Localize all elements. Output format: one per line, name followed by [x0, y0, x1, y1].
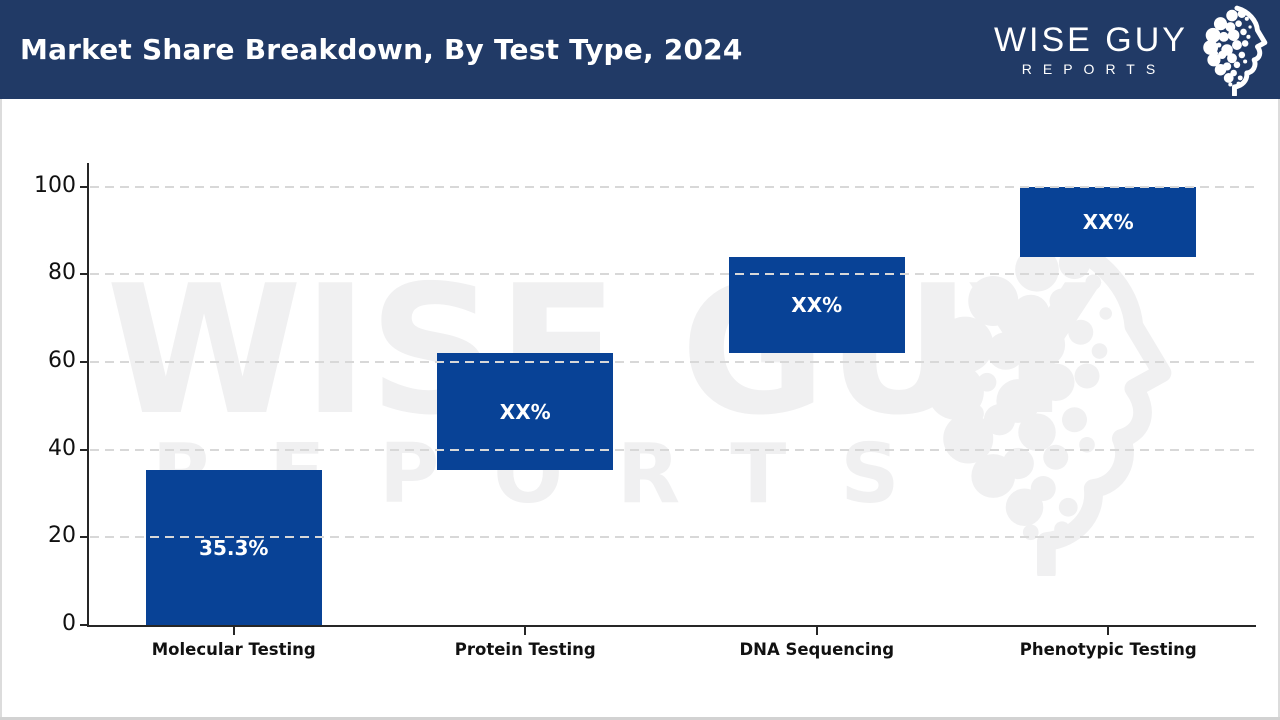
brand-name: WISE GUY: [993, 21, 1188, 59]
x-tick-mark: [232, 627, 235, 635]
bar-value-label: 35.3%: [199, 535, 269, 560]
page-title: Market Share Breakdown, By Test Type, 20…: [20, 33, 743, 66]
y-tick-mark: [80, 624, 88, 626]
y-tick-label: 40: [48, 435, 76, 461]
y-tick-mark: [80, 448, 88, 451]
head-profile-icon: [1190, 4, 1274, 96]
x-tick-mark: [524, 627, 527, 635]
gridline: [90, 448, 1254, 451]
y-tick-label: 100: [34, 172, 76, 198]
bar: [728, 256, 905, 354]
page-border-bottom: [0, 717, 1280, 720]
bar: [1020, 186, 1197, 257]
header-bar: Market Share Breakdown, By Test Type, 20…: [0, 0, 1280, 99]
y-tick-label: 80: [48, 260, 76, 286]
bar-value-label: XX%: [791, 292, 843, 317]
brand-tagline: REPORTS: [1021, 61, 1167, 77]
bar-value-label: XX%: [499, 399, 551, 424]
page-border-left: [0, 99, 2, 717]
gridline: [90, 536, 1254, 539]
gridline: [90, 273, 1254, 276]
y-tick-mark: [80, 536, 88, 539]
x-axis-label: Molecular Testing: [151, 640, 316, 659]
gridline: [90, 185, 1254, 188]
y-tick-mark: [80, 185, 88, 188]
page-border-right: [1278, 99, 1280, 717]
x-axis-label: Phenotypic Testing: [1019, 640, 1197, 659]
y-tick-label: 60: [48, 347, 76, 373]
x-axis-label: Protein Testing: [454, 640, 596, 659]
y-axis-line: [87, 163, 89, 627]
x-tick-mark: [815, 627, 818, 635]
bar: [145, 470, 322, 625]
bar-value-label: XX%: [1082, 209, 1134, 234]
bar: [437, 353, 614, 471]
gridline: [90, 360, 1254, 363]
y-tick-mark: [80, 273, 88, 276]
x-axis-label: DNA Sequencing: [739, 640, 895, 659]
x-tick-mark: [1107, 627, 1110, 635]
brand-logo: WISE GUY REPORTS: [994, 4, 1280, 96]
y-tick-label: 20: [48, 523, 76, 549]
brand-logo-text: WISE GUY REPORTS: [994, 23, 1188, 76]
y-tick-label: 0: [62, 611, 76, 636]
y-tick-mark: [80, 360, 88, 363]
x-axis-line: [87, 625, 1256, 627]
